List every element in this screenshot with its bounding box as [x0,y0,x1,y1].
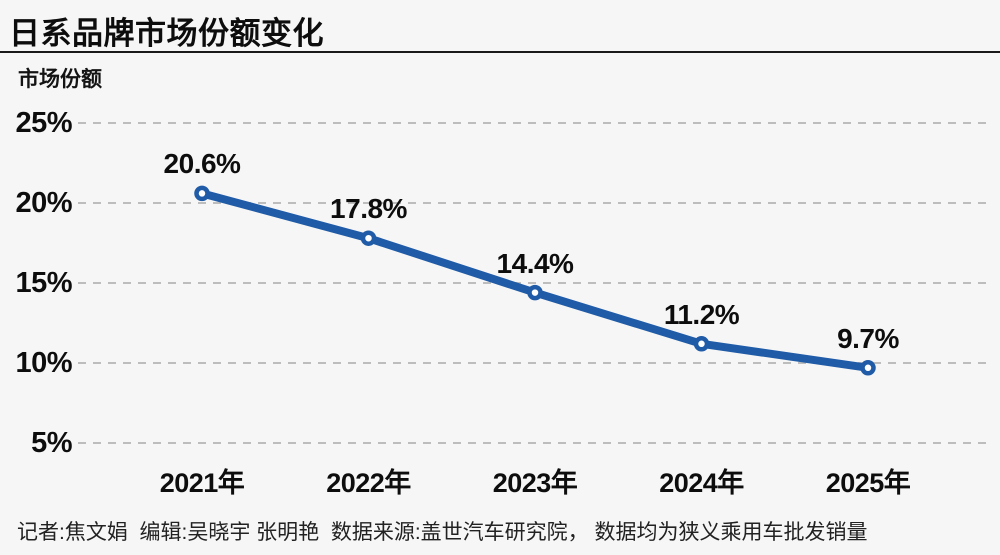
data-point-marker [860,360,876,376]
data-point-label: 14.4% [496,247,574,279]
credits-line: 记者:焦文娟 编辑:吴晓宇 张明艳 数据来源:盖世汽车研究院， 数据均为狭义乘用… [17,521,868,544]
data-point-label: 9.7% [837,322,899,354]
x-axis-label: 2024年 [659,468,744,498]
data-point-marker [693,336,710,352]
y-tick-label: 5% [31,427,72,459]
y-axis-title: 市场份额 [18,68,102,91]
y-tick-label: 15% [15,267,72,299]
x-axis-label: 2022年 [326,468,411,498]
y-tick-label: 20% [15,187,72,219]
x-axis-label: 2023年 [492,468,578,498]
data-point-marker [527,284,543,301]
title-divider [0,51,1000,53]
y-tick-label: 25% [15,107,72,139]
page-title: 日系品牌市场份额变化 [9,16,324,51]
x-axis-label: 2021年 [159,468,245,498]
data-point-marker [194,185,210,202]
data-point-label: 11.2% [663,298,740,330]
data-point-label: 17.8% [330,193,407,225]
y-tick-label: 10% [15,347,72,379]
x-axis-label: 2025年 [825,468,911,498]
data-point-marker [360,230,377,246]
data-point-label: 20.6% [163,148,241,180]
